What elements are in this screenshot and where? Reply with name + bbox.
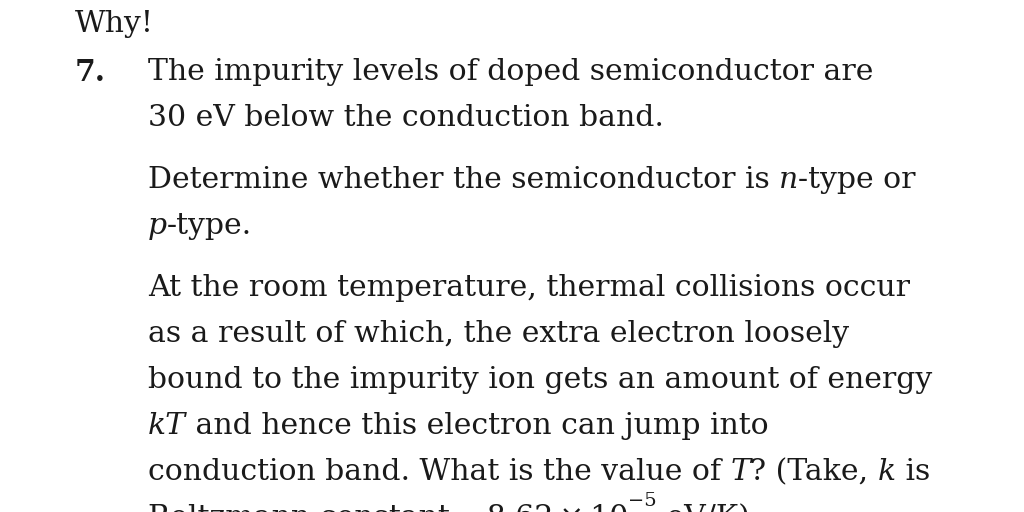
Text: eV/K): eV/K) <box>657 504 750 512</box>
Text: ? (Take,: ? (Take, <box>751 458 878 486</box>
Text: 7.: 7. <box>75 58 106 87</box>
Text: T: T <box>730 458 751 486</box>
Text: n: n <box>779 166 799 194</box>
Text: -type or: -type or <box>799 166 916 194</box>
Text: and hence this electron can jump into: and hence this electron can jump into <box>186 412 769 440</box>
Text: 30 eV below the conduction band.: 30 eV below the conduction band. <box>148 104 664 132</box>
Text: -type.: -type. <box>167 212 252 240</box>
Text: At the room temperature, thermal collisions occur: At the room temperature, thermal collisi… <box>148 274 910 302</box>
Text: k: k <box>878 458 896 486</box>
Text: Determine whether the semiconductor is: Determine whether the semiconductor is <box>148 166 779 194</box>
Text: as a result of which, the extra electron loosely: as a result of which, the extra electron… <box>148 320 849 348</box>
Text: The impurity levels of doped semiconductor are: The impurity levels of doped semiconduct… <box>148 58 873 86</box>
Text: kT: kT <box>148 412 186 440</box>
Text: p: p <box>148 212 167 240</box>
Text: Why!: Why! <box>75 10 154 38</box>
Text: −5: −5 <box>629 492 657 510</box>
Text: bound to the impurity ion gets an amount of energy: bound to the impurity ion gets an amount… <box>148 366 932 394</box>
Text: Boltzmann constant = 8.62 × 10: Boltzmann constant = 8.62 × 10 <box>148 504 629 512</box>
Text: conduction band. What is the value of: conduction band. What is the value of <box>148 458 730 486</box>
Text: is: is <box>896 458 931 486</box>
